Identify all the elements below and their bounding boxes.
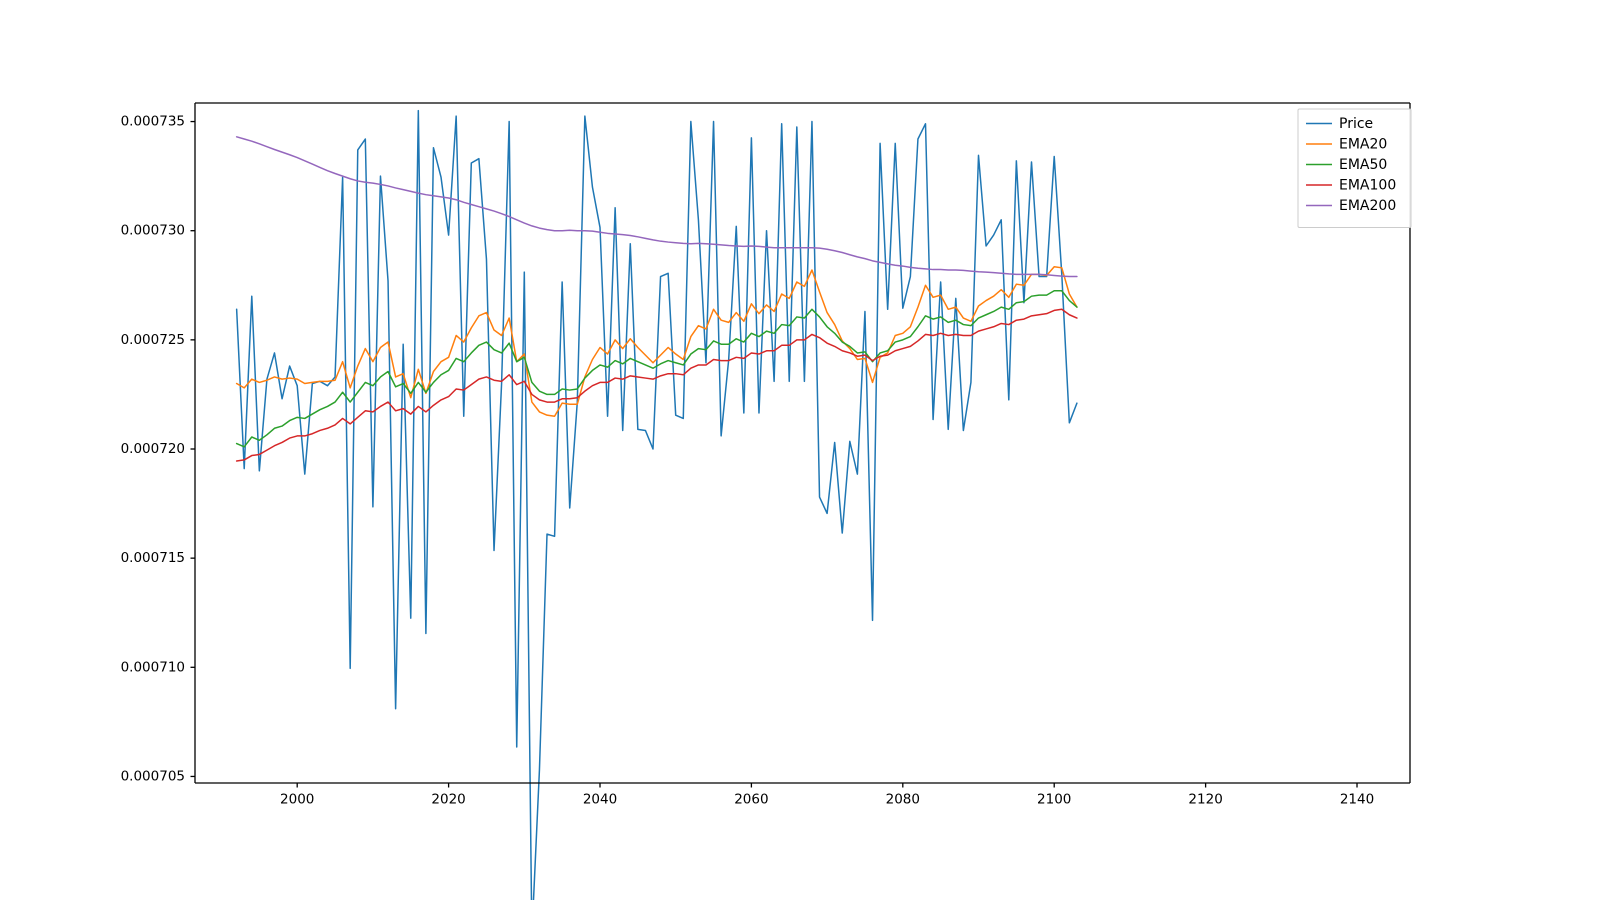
series-line-ema20: [235, 265, 1078, 418]
x-tick-label: 2100: [1037, 792, 1071, 808]
y-tick-label: 0.000715: [121, 550, 185, 566]
x-axis-ticks: 2000 2020 2040 2060 2080 2100 2120 2140: [280, 783, 1374, 808]
x-tick-label: 2080: [886, 792, 920, 808]
x-tick-label: 2060: [734, 792, 768, 808]
x-tick-label: 2140: [1340, 792, 1374, 808]
legend-label-ema20: EMA20: [1339, 137, 1387, 153]
series-line-ema100: [235, 308, 1078, 462]
y-tick-label: 0.000705: [121, 768, 185, 784]
data-series-group: [235, 109, 1078, 900]
axes-background: [195, 103, 1410, 783]
legend-label-ema200: EMA200: [1339, 198, 1396, 214]
x-tick-label: 2000: [280, 792, 314, 808]
series-line-price: [235, 109, 1078, 900]
y-tick-label: 0.000730: [121, 223, 185, 239]
series-line-ema50: [235, 289, 1078, 448]
y-tick-label: 0.000720: [121, 441, 185, 457]
legend-label-ema50: EMA50: [1339, 157, 1387, 173]
legend-label-ema100: EMA100: [1339, 178, 1396, 194]
series-line-ema200: [235, 136, 1078, 278]
x-tick-label: 2020: [431, 792, 465, 808]
y-tick-label: 0.000710: [121, 659, 185, 675]
x-tick-label: 2040: [583, 792, 617, 808]
y-axis-ticks: 0.000705 0.000710 0.000715 0.000720 0.000725…: [121, 114, 195, 784]
legend-label-price: Price: [1339, 116, 1373, 132]
x-tick-label: 2120: [1188, 792, 1222, 808]
legend-frame: [1297, 108, 1412, 228]
y-tick-label: 0.000735: [121, 114, 185, 130]
y-tick-label: 0.000725: [121, 332, 185, 348]
chart-legend[interactable]: Price EMA20 EMA50 EMA100 EMA200: [1297, 108, 1412, 228]
